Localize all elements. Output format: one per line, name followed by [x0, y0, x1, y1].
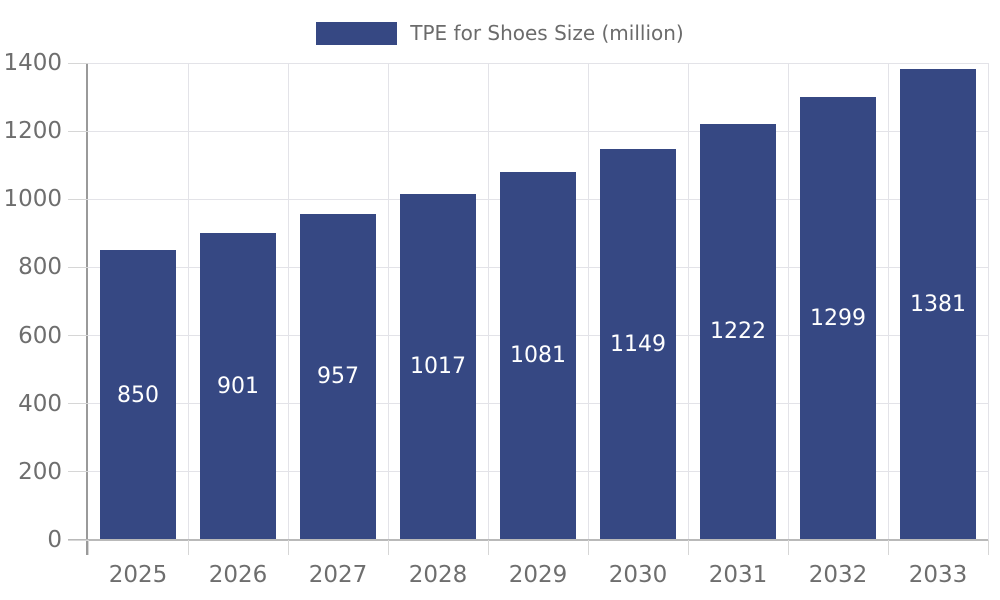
bar-value-label: 850	[117, 382, 159, 408]
y-axis-tick	[68, 266, 88, 268]
x-tick-label: 2033	[908, 562, 968, 588]
gridline-v	[187, 63, 189, 540]
x-axis-tick	[788, 540, 789, 555]
bar-value-label: 901	[217, 374, 259, 400]
y-tick-label: 800	[18, 254, 62, 281]
y-tick-label: 1400	[3, 50, 62, 76]
gridline-v	[687, 63, 689, 540]
bar-value-label: 1222	[710, 319, 766, 345]
gridline-v	[487, 63, 489, 540]
bar-value-label: 1017	[410, 354, 466, 380]
y-tick-label: 1000	[3, 186, 62, 213]
bar-value-label: 1149	[610, 331, 666, 357]
y-tick-label: 600	[18, 322, 62, 349]
gridline-h	[88, 62, 988, 64]
gridline-v	[387, 63, 389, 540]
x-axis-tick	[288, 540, 289, 555]
y-axis-tick	[68, 403, 88, 405]
y-axis-tick	[68, 62, 88, 64]
bar-2026[interactable]: 901	[200, 233, 276, 540]
y-axis-tick	[68, 130, 88, 132]
x-tick-label: 2032	[808, 562, 868, 588]
legend-swatch	[316, 21, 398, 45]
y-axis-line	[86, 63, 88, 555]
legend[interactable]: TPE for Shoes Size (million)	[0, 21, 1000, 45]
bar-2032[interactable]: 1299	[800, 97, 876, 540]
y-axis-tick	[68, 335, 88, 337]
x-axis-tick	[588, 540, 589, 555]
x-axis-tick	[988, 540, 989, 555]
x-tick-label: 2025	[108, 562, 168, 588]
bar-2027[interactable]: 957	[300, 213, 376, 540]
x-axis-tick	[888, 540, 889, 555]
x-axis-tick	[188, 540, 189, 555]
bar-value-label: 1081	[510, 343, 566, 369]
bar-2033[interactable]: 1381	[900, 69, 976, 540]
bar-value-label: 957	[317, 364, 359, 390]
gridline-v	[787, 63, 789, 540]
x-axis-tick	[488, 540, 489, 555]
bar-2029[interactable]: 1081	[500, 171, 576, 540]
gridline-v	[987, 63, 989, 540]
x-axis-tick	[388, 540, 389, 555]
y-axis-tick	[68, 198, 88, 200]
y-tick-label: 400	[18, 390, 62, 417]
y-axis-tick	[68, 471, 88, 473]
bar-2031[interactable]: 1222	[700, 123, 776, 540]
gridline-v	[287, 63, 289, 540]
x-axis-line	[68, 539, 988, 541]
x-axis-tick	[688, 540, 689, 555]
x-tick-label: 2028	[408, 562, 468, 588]
x-tick-label: 2027	[308, 562, 368, 588]
y-tick-label: 200	[18, 458, 62, 485]
bar-2025[interactable]: 850	[100, 250, 176, 540]
plot-area: 850 901 957 1017 1081 1149 1222 1299 1381	[88, 62, 989, 540]
gridline-h	[88, 130, 988, 132]
legend-label: TPE for Shoes Size (million)	[410, 21, 684, 45]
y-tick-label: 1200	[3, 118, 62, 145]
gridline-v	[587, 63, 589, 540]
bar-2030[interactable]: 1149	[600, 148, 676, 540]
bar-value-label: 1381	[910, 292, 966, 318]
x-tick-label: 2026	[208, 562, 268, 588]
x-tick-label: 2031	[708, 562, 768, 588]
x-tick-label: 2030	[608, 562, 668, 588]
x-tick-label: 2029	[508, 562, 568, 588]
y-tick-label: 0	[47, 527, 62, 553]
gridline-v	[887, 63, 889, 540]
bar-2028[interactable]: 1017	[400, 193, 476, 540]
bar-value-label: 1299	[810, 306, 866, 332]
x-axis-tick	[88, 540, 89, 555]
y-axis-tick	[68, 539, 88, 541]
